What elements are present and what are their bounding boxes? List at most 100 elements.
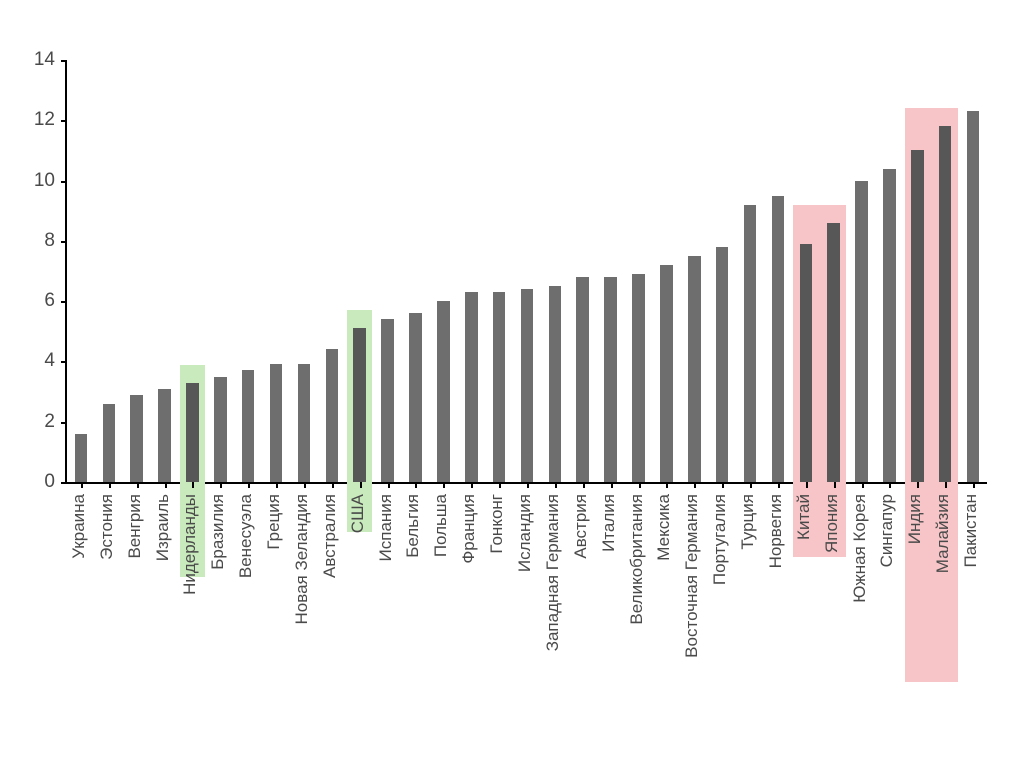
x-axis-label: Венгрия (125, 494, 145, 559)
y-axis-label: 10 (34, 170, 55, 192)
x-axis-tick (583, 482, 585, 488)
bar (298, 364, 311, 482)
bar (827, 223, 840, 482)
y-axis-label: 8 (44, 230, 55, 252)
x-axis-label: Китай (794, 494, 814, 540)
x-axis-tick (165, 482, 167, 488)
y-axis-label: 14 (34, 49, 55, 71)
y-axis-label: 2 (44, 411, 55, 433)
bar (326, 349, 339, 482)
bar (883, 169, 896, 482)
bar (549, 286, 562, 482)
x-axis-tick (276, 482, 278, 488)
x-axis-tick (415, 482, 417, 488)
x-axis-label: Исландия (515, 494, 535, 572)
x-axis-tick (527, 482, 529, 488)
x-axis-tick (611, 482, 613, 488)
x-axis-tick (109, 482, 111, 488)
y-axis-label: 12 (34, 109, 55, 131)
y-axis-tick (61, 361, 67, 363)
y-axis-tick (61, 301, 67, 303)
x-axis-label: Пакистан (961, 494, 981, 568)
x-axis-label: Турция (738, 494, 758, 550)
bar (242, 370, 255, 482)
x-axis-label: Южная Корея (850, 494, 870, 603)
x-axis-label: Нидерланды (180, 494, 200, 595)
x-axis-label: Норвегия (766, 494, 786, 568)
x-axis-label: Западная Германия (543, 494, 563, 651)
bar (688, 256, 701, 482)
x-axis-label: Испания (376, 494, 396, 561)
x-axis-tick (750, 482, 752, 488)
bar (632, 274, 645, 482)
x-axis-tick (862, 482, 864, 488)
x-axis-label: Италия (599, 494, 619, 552)
bar (465, 292, 478, 482)
y-axis-label: 0 (44, 471, 55, 493)
x-axis-tick (360, 482, 362, 488)
x-axis-label: Польша (431, 494, 451, 557)
bar (939, 126, 952, 482)
x-axis-tick (332, 482, 334, 488)
y-axis-tick (61, 60, 67, 62)
x-axis-label: США (348, 494, 368, 533)
bar (103, 404, 116, 482)
plot-area (65, 60, 987, 484)
x-axis-label: Гонконг (487, 494, 507, 554)
bar (437, 301, 450, 482)
bar (576, 277, 589, 482)
x-axis-tick (889, 482, 891, 488)
x-axis-label: Индия (905, 494, 925, 544)
bar (381, 319, 394, 482)
x-axis-label: Португалия (710, 494, 730, 585)
bar (660, 265, 673, 482)
x-axis-tick (499, 482, 501, 488)
y-axis-tick (61, 241, 67, 243)
bar (772, 196, 785, 482)
bar (493, 292, 506, 482)
bar-chart: 02468101214 УкраинаЭстонияВенгрияИзраиль… (0, 0, 1024, 781)
x-axis-tick (778, 482, 780, 488)
x-axis-tick (248, 482, 250, 488)
x-axis-tick (192, 482, 194, 488)
x-axis-label: Малайзия (933, 494, 953, 573)
x-axis-label: Франция (459, 494, 479, 564)
bar (604, 277, 617, 482)
x-axis-label: Австралия (320, 494, 340, 578)
bar (855, 181, 868, 482)
x-axis-label: Бразилия (208, 494, 228, 570)
x-axis-label: Великобритания (627, 494, 647, 625)
x-axis-tick (388, 482, 390, 488)
x-axis-tick (945, 482, 947, 488)
x-axis-tick (220, 482, 222, 488)
x-axis-tick (722, 482, 724, 488)
bar (214, 377, 227, 483)
bar (353, 328, 366, 482)
bar (270, 364, 283, 482)
bar (158, 389, 171, 482)
x-axis-label: Восточная Германия (682, 494, 702, 658)
x-axis-label: Венесуэла (236, 494, 256, 578)
bar (911, 150, 924, 482)
x-axis-tick (639, 482, 641, 488)
bar (75, 434, 88, 482)
x-axis-tick (443, 482, 445, 488)
x-axis-tick (973, 482, 975, 488)
x-axis-label: Сингапур (877, 494, 897, 567)
x-axis-tick (471, 482, 473, 488)
x-axis-tick (694, 482, 696, 488)
x-axis-label: Бельгия (403, 494, 423, 558)
x-axis-tick (806, 482, 808, 488)
x-axis-label: Греция (264, 494, 284, 550)
x-axis-label: Новая Зеландия (292, 494, 312, 625)
x-axis-label: Мексика (654, 494, 674, 561)
y-axis-labels-container: 02468101214 (0, 60, 55, 482)
x-axis-tick (304, 482, 306, 488)
x-axis-tick (137, 482, 139, 488)
x-axis-tick (81, 482, 83, 488)
y-axis-tick (61, 422, 67, 424)
x-axis-label: Япония (822, 494, 842, 553)
x-axis-tick (834, 482, 836, 488)
x-axis-label: Украина (69, 494, 89, 559)
bar (716, 247, 729, 482)
